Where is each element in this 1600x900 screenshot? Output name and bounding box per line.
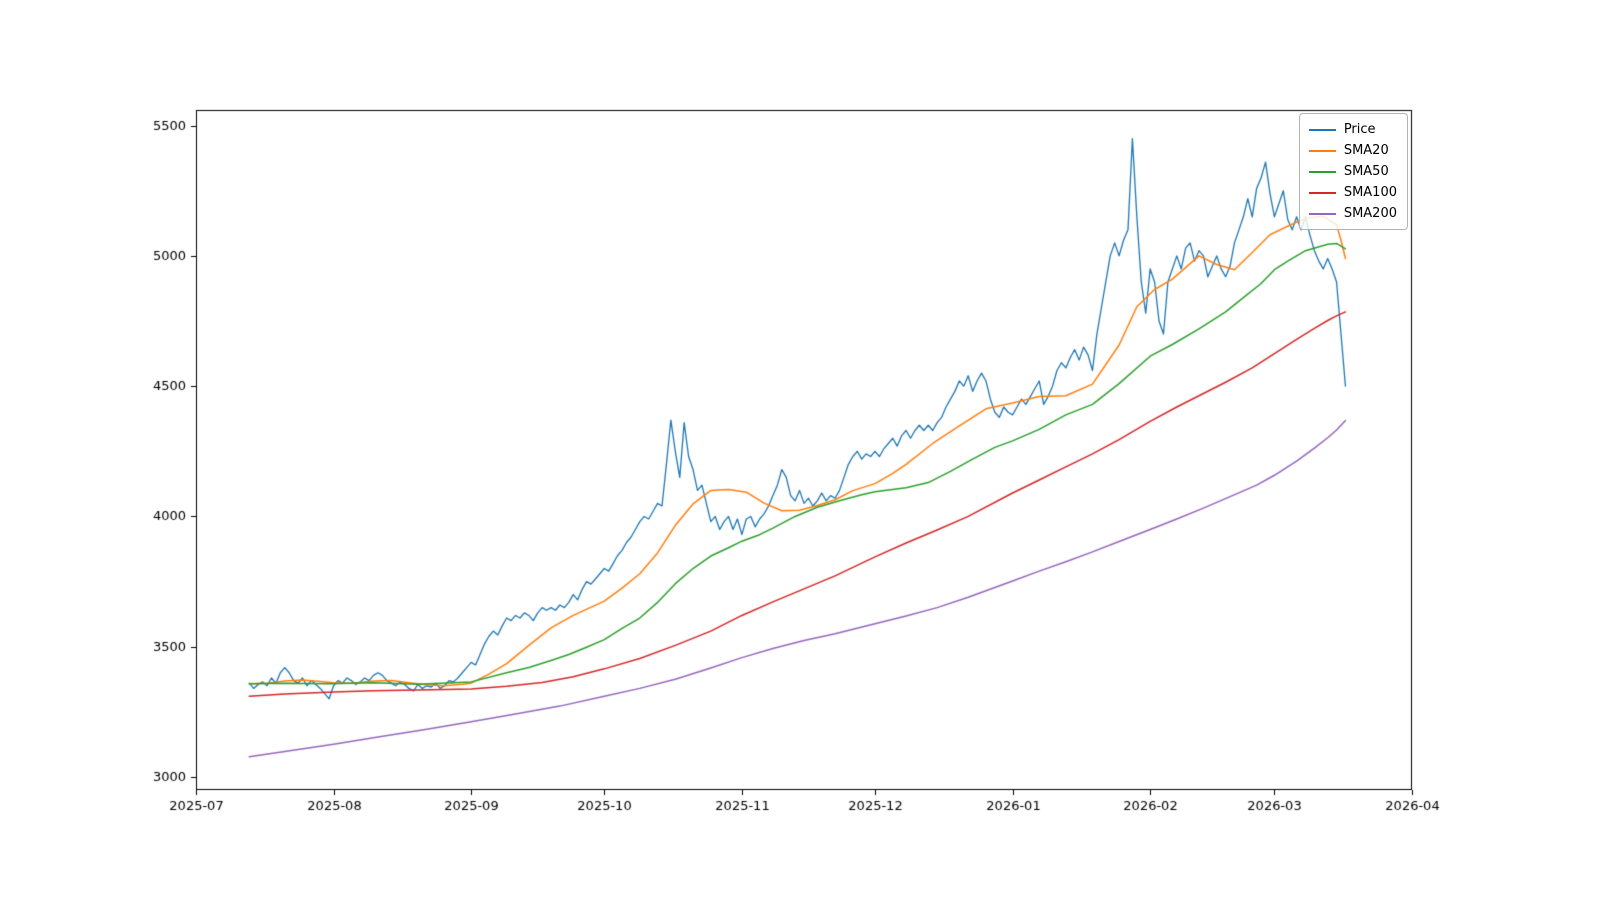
legend-item-sma100: SMA100: [1308, 182, 1397, 203]
legend-label-sma50: SMA50: [1343, 164, 1389, 179]
legend-label-sma100: SMA100: [1343, 185, 1397, 200]
legend-line-swatch-sma200: [1308, 212, 1336, 215]
legend-label-price: Price: [1343, 122, 1376, 137]
legend-line-swatch-price: [1308, 128, 1336, 131]
legend-label-sma200: SMA200: [1343, 206, 1397, 221]
legend-item-sma200: SMA200: [1308, 203, 1397, 224]
legend-item-price: Price: [1308, 119, 1397, 140]
legend-item-sma50: SMA50: [1308, 161, 1397, 182]
legend-label-sma20: SMA20: [1343, 143, 1389, 158]
legend-item-sma20: SMA20: [1308, 140, 1397, 161]
legend-line-swatch-sma100: [1308, 191, 1336, 194]
chart-legend: Price SMA20 SMA50 SMA100 SMA200: [1298, 113, 1408, 230]
legend-line-swatch-sma20: [1308, 149, 1336, 152]
legend-line-swatch-sma50: [1308, 170, 1336, 173]
